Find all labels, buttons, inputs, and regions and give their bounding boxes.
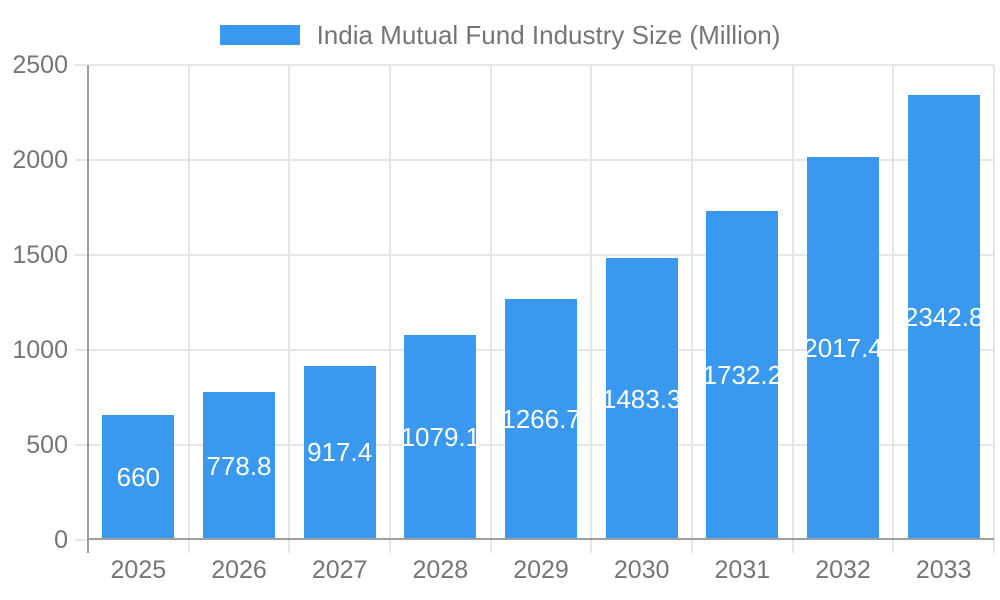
bar-value-label: 1079.1 (400, 421, 481, 452)
bar[interactable] (807, 156, 879, 540)
x-axis-tick (389, 540, 391, 553)
gridline-horizontal (88, 64, 994, 66)
x-axis-tick-label: 2032 (815, 556, 871, 584)
gridline-vertical (389, 65, 391, 540)
x-axis-tick-label: 2025 (110, 556, 167, 584)
x-axis-tick-label: 2027 (311, 556, 368, 584)
legend-swatch[interactable] (219, 25, 300, 45)
legend-label: India Mutual Fund Industry Size (Million… (316, 19, 781, 50)
x-axis-tick (489, 540, 492, 553)
bar[interactable] (404, 334, 477, 540)
x-axis-tick-label: 2033 (915, 556, 972, 584)
bar-value-label: 1266.7 (501, 404, 581, 435)
y-axis-tick (75, 539, 88, 541)
y-axis-tick (75, 444, 88, 446)
y-axis-tick (75, 254, 88, 256)
bar-value-label: 917.4 (307, 437, 373, 468)
y-axis-tick-label: 1500 (12, 241, 68, 269)
bar-value-label: 2017.4 (803, 332, 883, 363)
gridline-vertical (288, 65, 291, 540)
x-axis-tick (691, 540, 693, 553)
gridline-vertical (791, 65, 794, 540)
x-axis-tick (791, 540, 794, 553)
x-axis-tick (993, 540, 995, 553)
x-axis-line (88, 538, 994, 540)
bar-value-label: 1483.3 (601, 383, 682, 414)
y-axis-tick (75, 349, 88, 351)
x-axis-tick (187, 540, 190, 553)
gridline-vertical (892, 65, 895, 540)
bar[interactable] (102, 414, 175, 540)
gridline-vertical (993, 65, 995, 540)
bar[interactable] (907, 94, 980, 540)
x-axis-tick-label: 2026 (211, 556, 267, 584)
gridline-horizontal (88, 159, 994, 161)
y-axis-tick (75, 159, 88, 161)
gridline-vertical (489, 65, 492, 540)
y-axis-tick-label: 2500 (12, 51, 68, 79)
x-axis-tick-label: 2031 (714, 556, 771, 584)
plot-area: 0 500 1000 1500 2000 2500 660 2025 778.8 2026 917.… (12, 52, 995, 584)
x-axis-tick (590, 540, 593, 553)
bar-value-label: 1732.2 (702, 359, 783, 390)
gridline-horizontal (88, 254, 994, 256)
bar-value-label: 2342.8 (903, 301, 984, 332)
bar[interactable] (203, 392, 275, 540)
y-axis-tick-label: 1000 (12, 336, 68, 364)
bar[interactable] (706, 210, 779, 540)
y-axis-line (87, 65, 89, 553)
x-axis-tick-label: 2028 (412, 556, 469, 584)
x-axis-tick (892, 540, 895, 553)
gridline-vertical (691, 65, 693, 540)
bar-value-label: 660 (116, 461, 161, 492)
bar-value-label: 778.8 (206, 450, 272, 481)
y-axis-tick-label: 500 (26, 431, 68, 459)
gridline-vertical (187, 65, 190, 540)
bar[interactable] (605, 258, 678, 540)
x-axis-tick-label: 2030 (613, 556, 670, 584)
gridline-vertical (590, 65, 593, 540)
x-axis-tick-label: 2029 (513, 556, 569, 584)
y-axis-tick-label: 0 (54, 526, 68, 554)
bar[interactable] (303, 365, 376, 540)
y-axis-tick (75, 64, 88, 66)
bar[interactable] (505, 299, 577, 540)
x-axis-tick (288, 540, 291, 553)
y-axis-tick-label: 2000 (12, 146, 68, 174)
chart-legend: India Mutual Fund Industry Size (Million… (0, 20, 1000, 50)
